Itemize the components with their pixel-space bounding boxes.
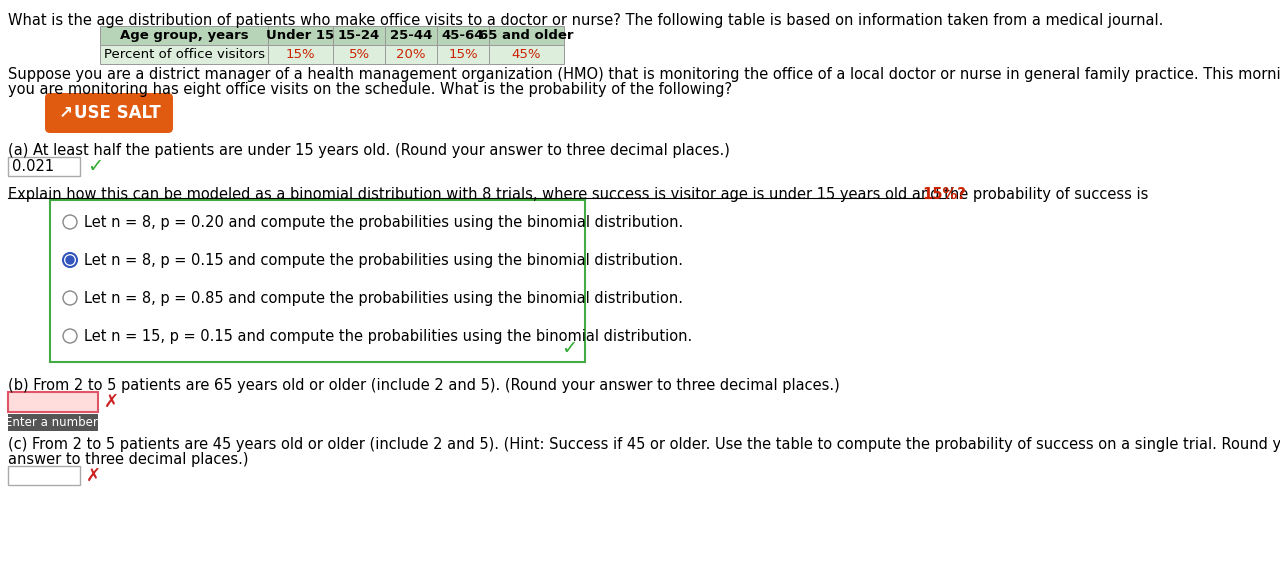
Text: Enter a number.: Enter a number.	[5, 416, 101, 429]
FancyBboxPatch shape	[385, 26, 436, 45]
FancyBboxPatch shape	[489, 45, 564, 64]
FancyBboxPatch shape	[489, 26, 564, 45]
FancyBboxPatch shape	[100, 45, 268, 64]
Text: 45-64: 45-64	[442, 29, 484, 42]
Text: 65 and older: 65 and older	[479, 29, 573, 42]
FancyBboxPatch shape	[8, 392, 99, 412]
Text: USE SALT: USE SALT	[74, 104, 160, 122]
Text: 45%: 45%	[512, 48, 541, 61]
Text: ↗: ↗	[59, 104, 73, 122]
Text: Let n = 8, p = 0.15 and compute the probabilities using the binomial distributio: Let n = 8, p = 0.15 and compute the prob…	[84, 252, 684, 267]
Circle shape	[67, 256, 74, 264]
FancyBboxPatch shape	[268, 45, 333, 64]
Text: Let n = 15, p = 0.15 and compute the probabilities using the binomial distributi: Let n = 15, p = 0.15 and compute the pro…	[84, 328, 692, 344]
Text: Let n = 8, p = 0.85 and compute the probabilities using the binomial distributio: Let n = 8, p = 0.85 and compute the prob…	[84, 291, 684, 305]
Text: ✓: ✓	[561, 339, 577, 357]
Text: Explain how this can be modeled as a binomial distribution with 8 trials, where : Explain how this can be modeled as a bin…	[8, 187, 1153, 202]
Text: answer to three decimal places.): answer to three decimal places.)	[8, 452, 248, 467]
FancyBboxPatch shape	[268, 26, 333, 45]
FancyBboxPatch shape	[8, 414, 99, 431]
Text: ✗: ✗	[86, 467, 101, 485]
Text: Under 15: Under 15	[266, 29, 334, 42]
Text: you are monitoring has eight office visits on the schedule. What is the probabil: you are monitoring has eight office visi…	[8, 82, 732, 97]
FancyBboxPatch shape	[8, 466, 79, 485]
Text: 15%: 15%	[448, 48, 477, 61]
Text: What is the age distribution of patients who make office visits to a doctor or n: What is the age distribution of patients…	[8, 13, 1164, 28]
FancyBboxPatch shape	[333, 45, 385, 64]
Text: (a) At least half the patients are under 15 years old. (Round your answer to thr: (a) At least half the patients are under…	[8, 143, 730, 158]
Text: 15%?: 15%?	[923, 187, 966, 202]
Text: 5%: 5%	[348, 48, 370, 61]
FancyBboxPatch shape	[45, 93, 173, 133]
FancyBboxPatch shape	[8, 157, 79, 176]
FancyBboxPatch shape	[100, 26, 268, 45]
Text: Let n = 8, p = 0.20 and compute the probabilities using the binomial distributio: Let n = 8, p = 0.20 and compute the prob…	[84, 215, 684, 230]
Text: 20%: 20%	[397, 48, 426, 61]
Text: Percent of office visitors: Percent of office visitors	[104, 48, 265, 61]
FancyBboxPatch shape	[436, 26, 489, 45]
Text: Age group, years: Age group, years	[120, 29, 248, 42]
Text: ✓: ✓	[87, 157, 104, 176]
Text: 15-24: 15-24	[338, 29, 380, 42]
Text: (b) From 2 to 5 patients are 65 years old or older (include 2 and 5). (Round you: (b) From 2 to 5 patients are 65 years ol…	[8, 378, 840, 393]
Text: 0.021: 0.021	[12, 159, 54, 174]
FancyBboxPatch shape	[333, 26, 385, 45]
Text: Suppose you are a district manager of a health management organization (HMO) tha: Suppose you are a district manager of a …	[8, 67, 1280, 82]
Text: ✗: ✗	[104, 393, 119, 411]
FancyBboxPatch shape	[385, 45, 436, 64]
Text: 25-44: 25-44	[390, 29, 433, 42]
FancyBboxPatch shape	[436, 45, 489, 64]
FancyBboxPatch shape	[50, 200, 585, 362]
Text: (c) From 2 to 5 patients are 45 years old or older (include 2 and 5). (Hint: Suc: (c) From 2 to 5 patients are 45 years ol…	[8, 437, 1280, 452]
Text: 15%: 15%	[285, 48, 315, 61]
